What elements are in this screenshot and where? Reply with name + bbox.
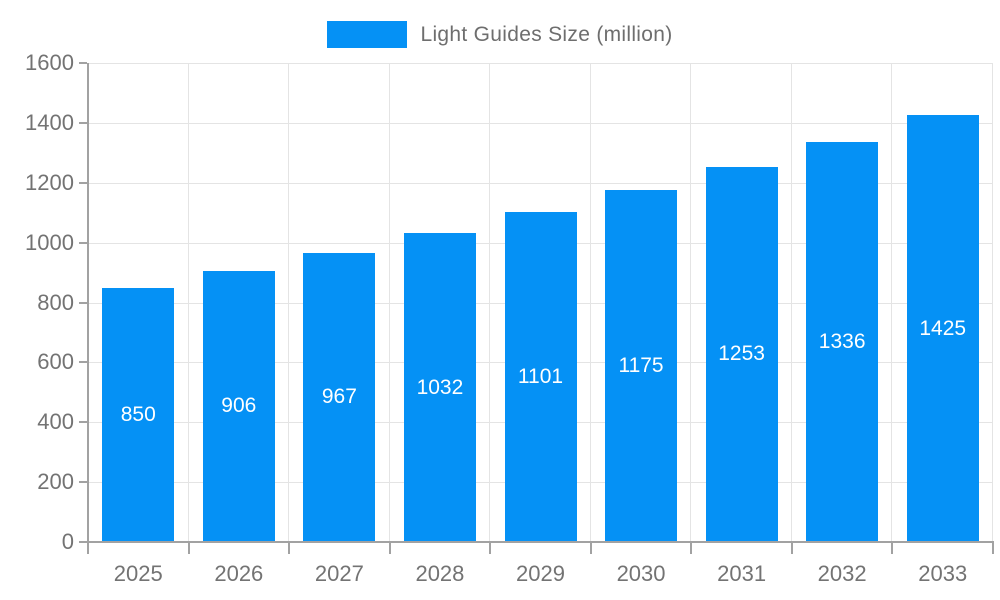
bar-value-label: 1253 xyxy=(718,342,765,366)
y-tick-label-800: 800 xyxy=(37,289,74,315)
bar-value-label: 1101 xyxy=(517,365,564,389)
v-gridline-4 xyxy=(489,63,490,542)
h-gridline-1600 xyxy=(88,63,993,64)
v-gridline-1 xyxy=(188,63,189,542)
x-category-label-2027: 2027 xyxy=(314,561,364,586)
x-tick-0 xyxy=(87,543,89,554)
bar-2028[interactable]: 1032 xyxy=(403,233,476,542)
y-tick-1000 xyxy=(79,241,87,244)
bar-2027[interactable]: 967 xyxy=(303,252,376,542)
y-tick-label-600: 600 xyxy=(37,349,74,375)
x-tick-3 xyxy=(389,543,391,554)
y-tick-label-1400: 1400 xyxy=(25,109,74,135)
y-tick-600 xyxy=(79,361,87,364)
x-category-label-2030: 2030 xyxy=(616,561,666,586)
x-tick-2 xyxy=(288,543,290,554)
y-tick-400 xyxy=(79,421,87,424)
x-category-label-2033: 2033 xyxy=(918,561,968,586)
bar-value-label: 1336 xyxy=(818,330,866,354)
bar-2030[interactable]: 1175 xyxy=(605,190,678,542)
bar-2031[interactable]: 1253 xyxy=(705,166,778,542)
x-tick-5 xyxy=(590,543,592,554)
v-gridline-8 xyxy=(891,63,892,542)
v-gridline-2 xyxy=(288,63,289,542)
h-gridline-1400 xyxy=(88,122,993,124)
plot-area: 850 906 967 1032 1101 1175 1253 1336 1425 xyxy=(88,63,993,542)
bar-2029[interactable]: 1101 xyxy=(504,212,577,542)
x-tick-4 xyxy=(489,543,491,554)
y-tick-1400 xyxy=(79,121,87,124)
x-category-label-2028: 2028 xyxy=(415,561,465,586)
y-tick-label-1200: 1200 xyxy=(25,169,74,195)
bar-value-label: 1032 xyxy=(416,375,464,399)
y-tick-label-1600: 1600 xyxy=(25,50,74,75)
y-tick-label-1000: 1000 xyxy=(25,229,74,255)
v-gridline-3 xyxy=(389,63,390,542)
bar-2032[interactable]: 1336 xyxy=(806,142,879,542)
x-category-label-2029: 2029 xyxy=(516,561,565,586)
y-tick-label-400: 400 xyxy=(37,409,74,435)
bar-value-label: 967 xyxy=(321,385,357,409)
bar-2026[interactable]: 906 xyxy=(202,270,275,542)
y-tick-label-200: 200 xyxy=(37,469,74,495)
legend[interactable]: Light Guides Size (million) xyxy=(0,21,1000,48)
x-tick-1 xyxy=(188,543,190,554)
bar-value-label: 1425 xyxy=(919,316,967,340)
v-gridline-5 xyxy=(590,63,591,542)
legend-label: Light Guides Size (million) xyxy=(420,22,673,46)
v-gridline-9 xyxy=(992,63,993,542)
bar-2033[interactable]: 1425 xyxy=(906,115,979,542)
y-axis-line xyxy=(87,63,89,543)
x-axis-line xyxy=(87,541,994,543)
y-tick-0 xyxy=(79,541,87,543)
y-tick-1200 xyxy=(79,181,87,184)
x-category-label-2026: 2026 xyxy=(214,561,264,586)
bar-value-label: 1175 xyxy=(618,354,664,378)
y-tick-800 xyxy=(79,301,87,304)
bar-value-label: 850 xyxy=(120,402,156,426)
x-category-label-2031: 2031 xyxy=(717,561,767,586)
x-tick-9 xyxy=(992,543,994,554)
v-gridline-6 xyxy=(690,63,691,542)
x-category-label-2032: 2032 xyxy=(817,561,867,586)
y-tick-label-0: 0 xyxy=(61,529,74,554)
x-tick-6 xyxy=(690,543,692,554)
bar-2025[interactable]: 850 xyxy=(102,287,175,542)
bar-value-label: 906 xyxy=(221,394,257,418)
legend-swatch xyxy=(327,21,408,48)
y-tick-200 xyxy=(79,481,87,484)
y-tick-1600 xyxy=(79,62,87,64)
x-category-label-2025: 2025 xyxy=(113,561,163,586)
h-gridline-1200 xyxy=(88,182,993,184)
x-tick-8 xyxy=(891,543,893,554)
v-gridline-7 xyxy=(791,63,792,542)
x-tick-7 xyxy=(791,543,793,554)
